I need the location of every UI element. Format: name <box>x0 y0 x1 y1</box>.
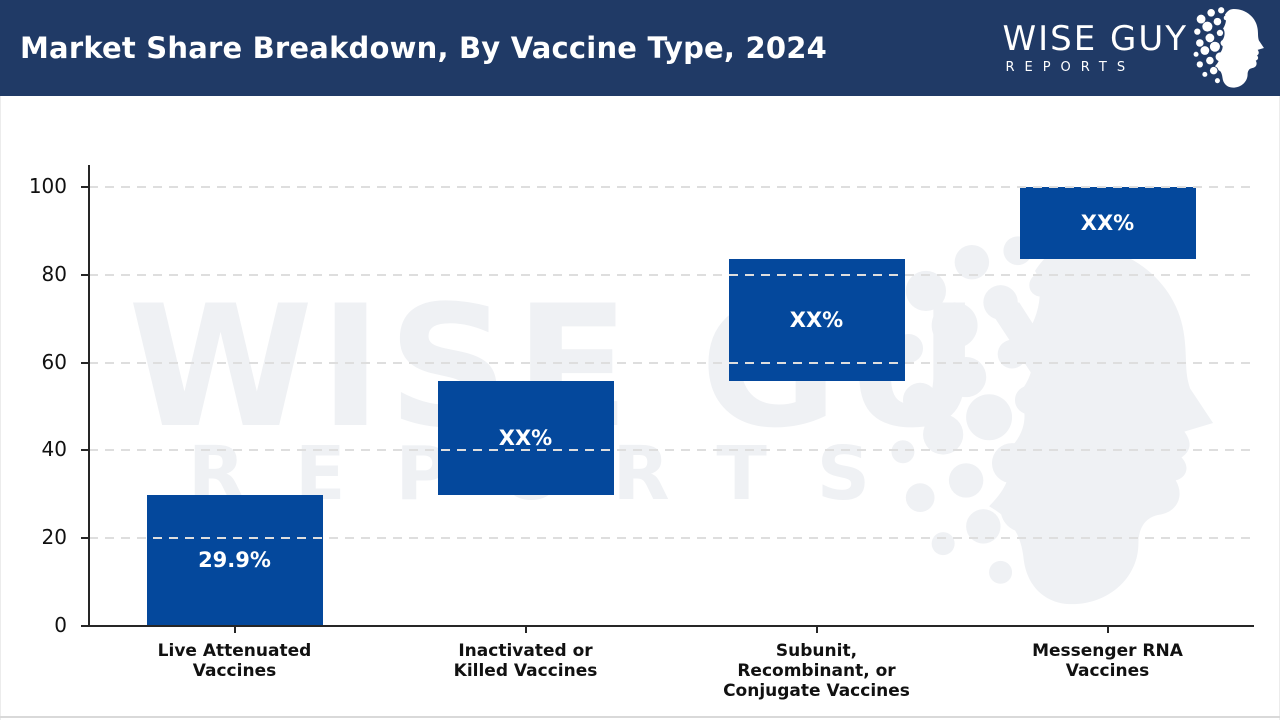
y-tick-label-80: 80 <box>41 261 67 286</box>
y-axis-spine <box>88 165 90 627</box>
header: Market Share Breakdown, By Vaccine Type,… <box>0 0 1280 96</box>
watermark-face-icon <box>872 222 1244 624</box>
left-border <box>0 96 1 720</box>
gridline-100 <box>89 186 1253 188</box>
x-tick-mark-3 <box>815 627 818 633</box>
category-label-line: Killed Vaccines <box>453 661 598 681</box>
category-label-3: Subunit, Recombinant, or Conjugate Vaccine… <box>667 641 967 701</box>
category-label-line: Live Attenuated <box>157 641 312 661</box>
bar-value-label-2: XX% <box>498 426 553 451</box>
logo-face-icon <box>1192 4 1268 92</box>
x-tick-mark-4 <box>1106 627 1109 633</box>
watermark-subtext: REPORTS <box>188 431 921 517</box>
bar-segment-2 <box>437 381 614 495</box>
category-label-2: Inactivated or Killed Vaccines <box>376 641 676 681</box>
logo-line2: REPORTS <box>1005 60 1136 75</box>
bar-segment-1 <box>146 494 323 626</box>
category-label-line: Messenger RNA <box>1032 641 1183 661</box>
category-label-line: Subunit, <box>775 641 858 661</box>
y-tick-label-20: 20 <box>41 525 67 550</box>
category-label-line: Vaccines <box>192 661 277 681</box>
y-tick-label-0: 0 <box>54 613 67 637</box>
logo-wordmark: WISE GUY REPORTS <box>1002 21 1188 75</box>
category-label-1: Live Attenuated Vaccines <box>85 641 385 681</box>
y-tick-label-60: 60 <box>41 349 67 374</box>
y-tick-label-100: 100 <box>28 174 67 198</box>
bottom-border <box>0 716 1280 718</box>
y-tick-label-40: 40 <box>41 437 67 462</box>
page-title: Market Share Breakdown, By Vaccine Type,… <box>20 31 827 65</box>
bar-value-label-1: 29.9% <box>198 548 271 573</box>
category-label-line: Inactivated or <box>458 641 593 661</box>
x-axis-spine <box>88 625 1254 627</box>
category-label-4: Messenger RNA Vaccines <box>958 641 1258 681</box>
category-label-line: Conjugate Vaccines <box>723 681 910 701</box>
category-label-line: Recombinant, or <box>737 661 896 681</box>
category-label-line: Vaccines <box>1065 661 1150 681</box>
logo-line1: WISE GUY <box>1002 19 1188 59</box>
x-tick-mark-1 <box>233 627 236 633</box>
x-tick-mark-2 <box>524 627 527 633</box>
logo: WISE GUY REPORTS <box>1002 4 1280 92</box>
